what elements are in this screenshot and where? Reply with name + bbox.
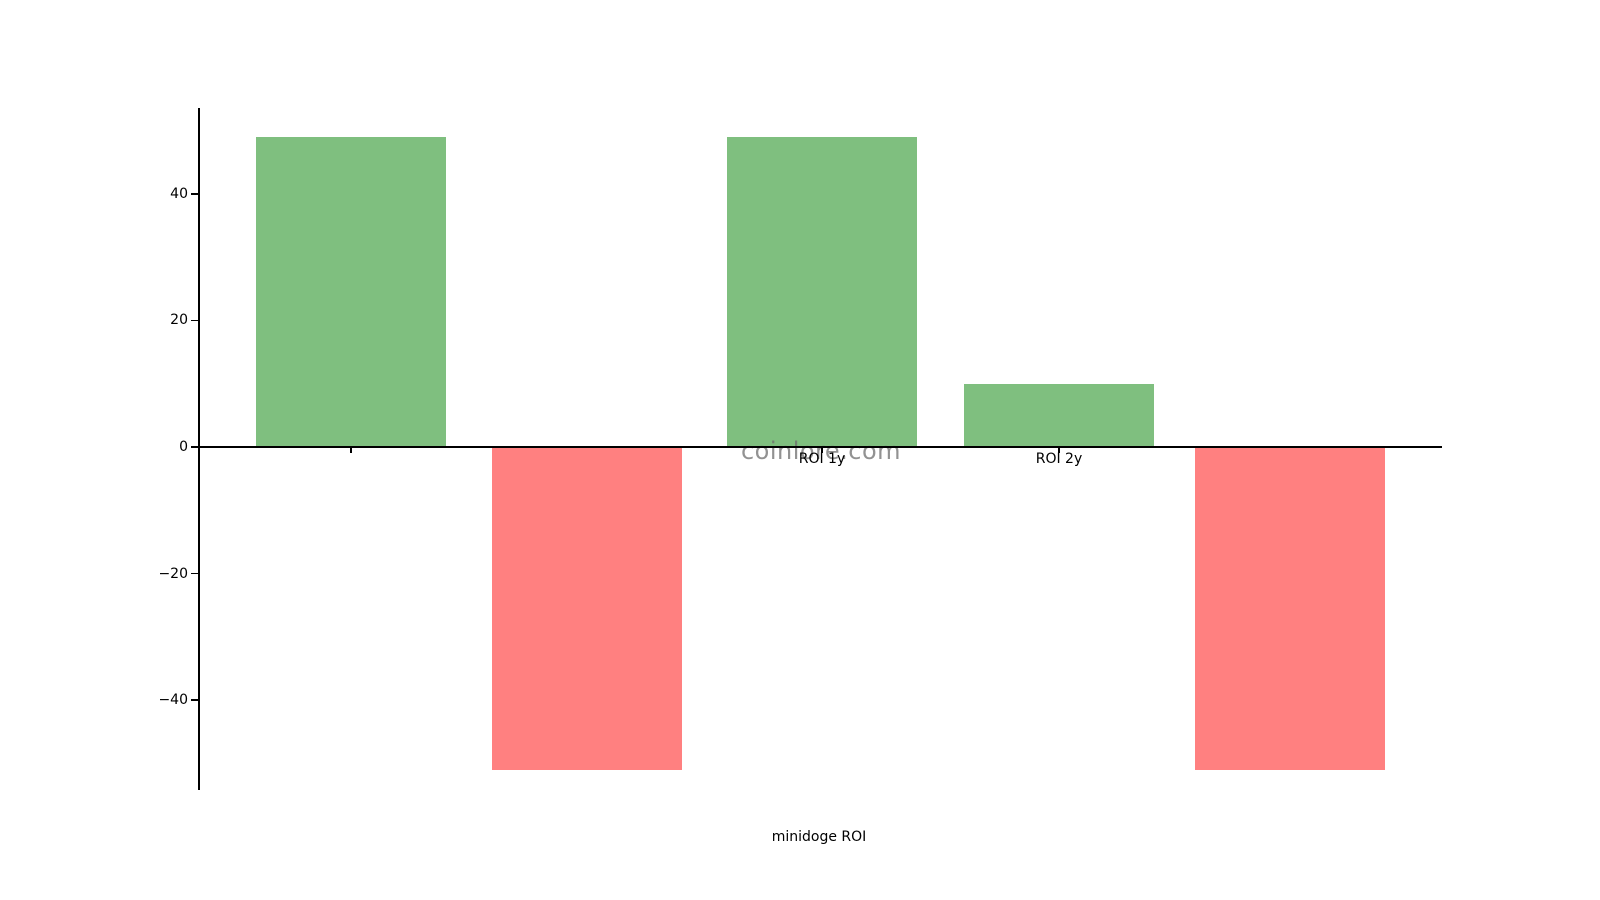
bar	[256, 136, 446, 447]
x-tick-label: ROI 2y	[1035, 451, 1083, 467]
y-tick-label: −40	[158, 692, 188, 709]
x-tick-label: ROI 1y	[798, 451, 846, 467]
x-axis-title: minidoge ROI	[771, 829, 867, 845]
y-tick-label: 0	[179, 439, 188, 455]
y-axis-line	[198, 108, 200, 790]
watermark-text: coinlore.com	[740, 437, 902, 465]
y-tick-mark	[191, 319, 198, 322]
y-tick-label: −20	[158, 565, 188, 582]
x-tick-mark	[350, 447, 352, 453]
x-tick-mark	[1058, 447, 1060, 453]
x-axis-line	[198, 446, 1442, 448]
bar	[1195, 447, 1385, 770]
y-tick-mark	[191, 193, 198, 195]
y-tick-label: 20	[170, 312, 188, 329]
y-tick-mark	[191, 572, 198, 575]
bar	[492, 447, 682, 770]
y-tick-mark	[191, 699, 198, 701]
x-tick-mark	[821, 447, 823, 453]
bar	[964, 383, 1154, 447]
y-tick-mark	[191, 446, 198, 448]
bar	[727, 136, 917, 447]
y-tick-label: 40	[170, 185, 188, 202]
